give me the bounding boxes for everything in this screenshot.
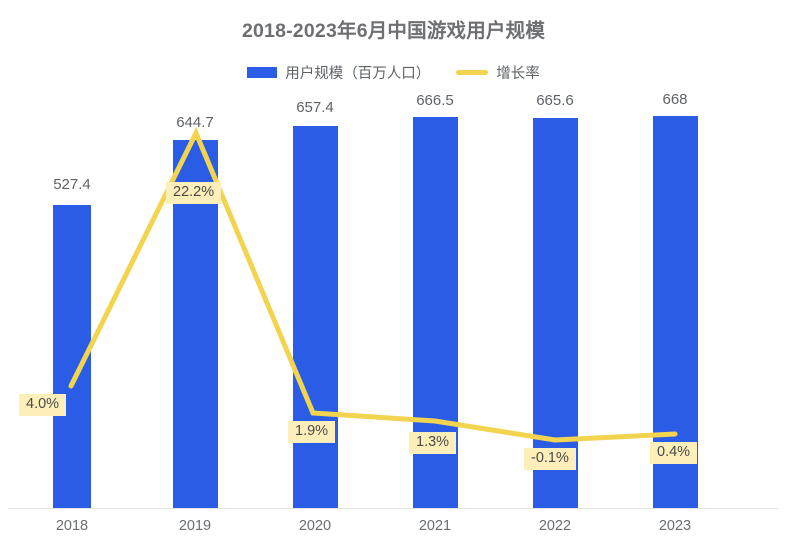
pct-label-2020: 1.9% [288, 421, 336, 444]
legend-label-user-scale: 用户规模（百万人口） [285, 66, 431, 82]
bar-value-2018: 527.4 [53, 176, 91, 193]
x-tick-2022: 2022 [538, 518, 572, 534]
chart-legend: 用户规模（百万人口） 增长率 [0, 62, 787, 83]
pct-label-2023: 0.4% [650, 442, 698, 465]
bar-value-2020: 657.4 [296, 99, 334, 116]
pct-label-2021: 1.3% [409, 432, 457, 455]
x-tick-2023: 2023 [658, 518, 692, 534]
legend-bar-swatch-icon [247, 67, 278, 78]
bar-value-2019: 644.7 [176, 114, 214, 131]
x-tick-2021: 2021 [418, 518, 452, 534]
pct-label-2019: 22.2% [166, 182, 222, 205]
legend-line-swatch-icon [456, 70, 489, 75]
x-tick-2018: 2018 [55, 518, 89, 534]
bar-value-2022: 665.6 [536, 92, 574, 109]
bar-value-2023: 668 [662, 91, 688, 108]
bar-2020[interactable] [293, 126, 338, 508]
legend-item-growth-rate[interactable]: 增长率 [456, 62, 540, 83]
chart-title: 2018-2023年6月中国游戏用户规模 [241, 20, 546, 42]
x-tick-2020: 2020 [298, 518, 332, 534]
pct-label-2022: -0.1% [524, 448, 576, 471]
x-axis-line [8, 508, 779, 509]
pct-label-2018: 4.0% [19, 394, 67, 417]
legend-item-user-scale[interactable]: 用户规模（百万人口） [247, 62, 430, 83]
bar-2018[interactable] [53, 205, 91, 508]
bar-value-2021: 666.5 [416, 92, 454, 109]
legend-label-growth-rate: 增长率 [496, 66, 540, 82]
x-tick-2019: 2019 [178, 518, 212, 534]
